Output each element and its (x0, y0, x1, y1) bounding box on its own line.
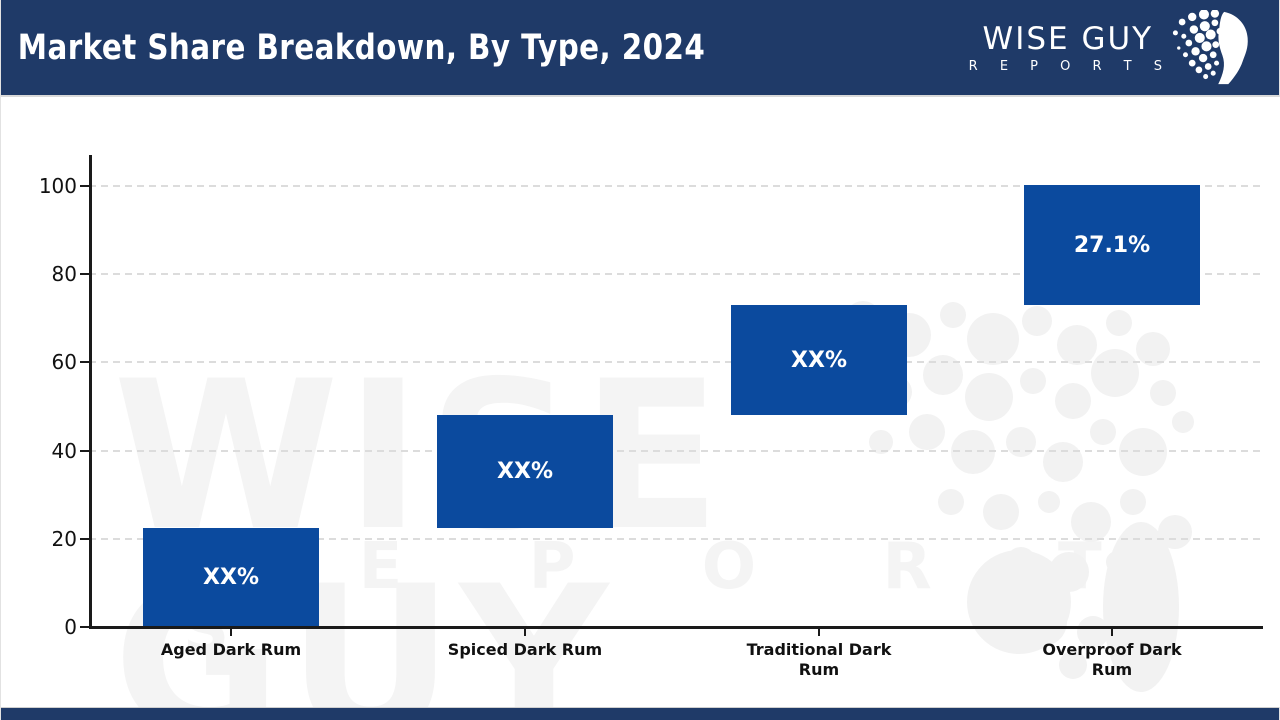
watermark-wordmark: WISE GUY (113, 338, 728, 708)
bar-value-label: XX% (203, 564, 259, 590)
bar-value-label: 27.1% (1073, 232, 1151, 258)
y-tick-label: 80 (51, 262, 77, 287)
y-tick (80, 449, 89, 452)
x-tick-label: Traditional Dark Rum (746, 640, 892, 679)
x-axis (89, 626, 1263, 629)
gridline (89, 184, 1263, 187)
bar-traditional-dark-rum: XX% (731, 304, 907, 416)
y-tick-label: 60 (51, 350, 77, 375)
x-tick (524, 627, 526, 636)
watermark-dots (807, 301, 1194, 692)
bar-value-label: XX% (497, 458, 553, 484)
gridline (89, 273, 1263, 276)
bar-value-label: XX% (791, 347, 847, 373)
plot: 0 20 40 60 80 100 XX% Aged Dark Rum XX% Spiced Da… (1, 97, 1280, 707)
x-tick (1111, 627, 1113, 636)
y-tick (80, 537, 89, 540)
x-tick-label: Overproof Dark Rum (1042, 640, 1182, 679)
x-tick-label: Aged Dark Rum (160, 640, 302, 659)
watermark-subtitle: R E P O R T S (183, 530, 1154, 668)
y-tick-label: 20 (51, 526, 77, 551)
wiseguy-logo: WISE GUY R E P O R T S (965, 9, 1279, 86)
bar-overproof-dark-rum: 27.1% (1024, 185, 1200, 305)
page-title: Market Share Breakdown, By Type, 2024 (17, 27, 706, 68)
y-tick (80, 626, 89, 628)
y-tick-label: 0 (64, 615, 77, 639)
y-tick-label: 40 (51, 438, 77, 463)
wiseguy-head-icon (1172, 9, 1248, 84)
x-tick (230, 627, 232, 636)
y-tick (80, 184, 89, 187)
y-tick (80, 273, 89, 276)
gridline (89, 361, 1263, 364)
footer-bar (1, 707, 1279, 720)
x-tick (818, 627, 820, 636)
gridline (89, 537, 1263, 540)
bar-aged-dark-rum: XX% (143, 527, 319, 627)
bar-spiced-dark-rum: XX% (437, 415, 613, 528)
y-axis (89, 155, 92, 627)
logo-subtitle: R E P O R T S (968, 59, 1171, 74)
y-tick (80, 361, 89, 364)
header: Market Share Breakdown, By Type, 2024 WI… (1, 0, 1279, 97)
y-tick-label: 100 (38, 173, 77, 198)
gridline (89, 449, 1263, 452)
x-tick-label: Spiced Dark Rum (447, 640, 603, 659)
chart-area: WISE GUY R E P O R T S 0 20 40 60 80 100 XX% Ag… (1, 97, 1280, 707)
logo-wordmark: WISE GUY (982, 21, 1154, 57)
